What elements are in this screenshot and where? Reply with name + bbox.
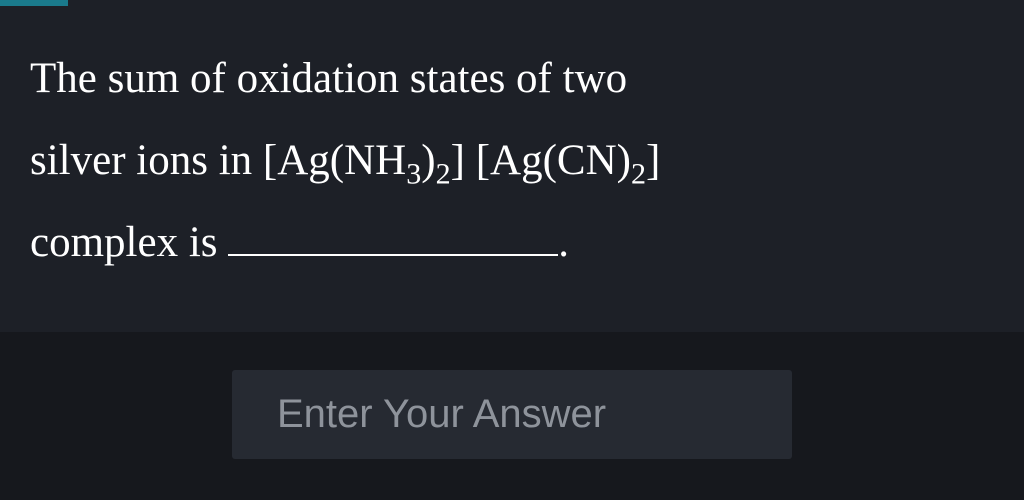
question-line2-part-d: ] [646,137,660,184]
question-line2-part-a: silver ions in [Ag(NH [30,137,406,184]
question-panel: The sum of oxidation states of two silve… [0,0,1024,332]
question-sub1: 3 [406,156,421,190]
question-line2-part-c: ] [Ag(CN) [451,137,631,184]
blank-line [228,231,558,257]
question-line2-part-b: ) [421,137,435,184]
question-sub3: 2 [631,156,646,190]
question-text: The sum of oxidation states of two silve… [30,38,994,284]
question-line3-a: complex is [30,219,228,266]
top-accent-bar [0,0,68,6]
answer-area [0,332,1024,459]
question-line3-b: . [558,219,569,266]
question-sub2: 2 [436,156,451,190]
answer-input[interactable] [232,370,792,459]
question-line1: The sum of oxidation states of two [30,55,627,102]
